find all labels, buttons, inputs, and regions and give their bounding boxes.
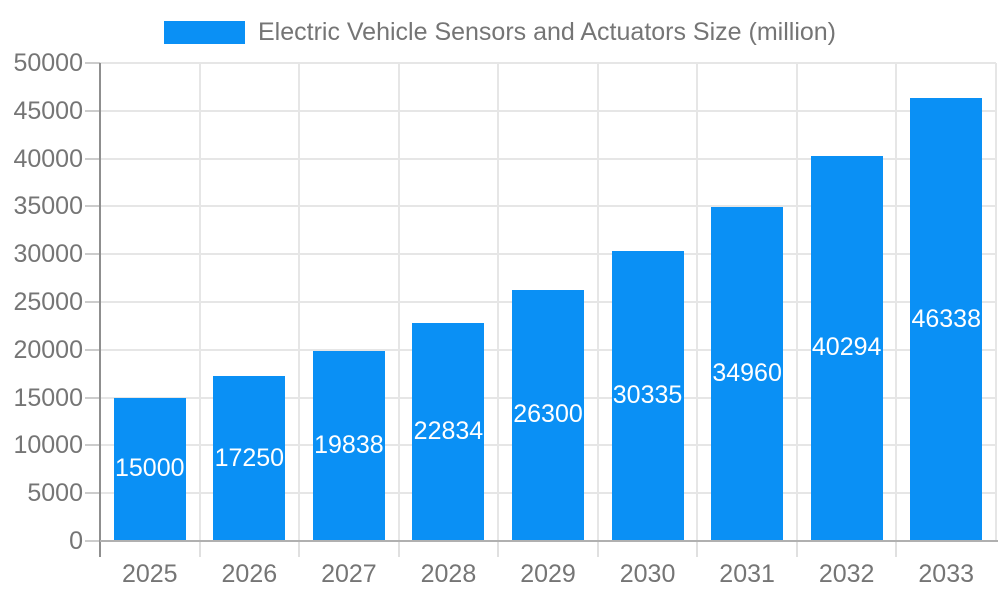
x-axis-separator <box>895 541 898 557</box>
y-axis-label: 50000 <box>13 49 83 77</box>
bar-2026[interactable] <box>213 376 286 541</box>
y-axis-label: 25000 <box>13 288 83 316</box>
y-axis-label: 40000 <box>13 144 83 173</box>
x-axis-label: 2026 <box>221 560 278 588</box>
x-gridline <box>497 63 500 541</box>
y-axis-label: 5000 <box>27 479 83 508</box>
x-axis-label: 2030 <box>619 560 676 588</box>
x-axis-separator <box>795 541 798 557</box>
x-gridline <box>995 63 997 541</box>
y-axis-label: 20000 <box>13 335 83 364</box>
y-axis-label: 35000 <box>13 192 83 221</box>
bar-value-label: 19838 <box>314 431 384 460</box>
x-axis-separator <box>596 541 599 557</box>
chart-legend: Electric Vehicle Sensors and Actuators S… <box>0 17 1000 47</box>
y-axis-label: 45000 <box>13 96 83 125</box>
y-axis-tick <box>85 540 100 542</box>
bar-2033[interactable] <box>910 98 983 541</box>
y-axis-tick <box>85 205 100 208</box>
y-axis-tick <box>85 62 100 64</box>
y-axis-tick <box>85 396 100 399</box>
y-axis-label: 15000 <box>13 383 83 412</box>
bar-2032[interactable] <box>810 155 883 541</box>
x-axis-separator <box>397 541 400 557</box>
y-axis-tick <box>85 301 100 303</box>
y-axis-tick <box>85 157 100 160</box>
x-gridline <box>198 63 201 541</box>
y-axis-tick <box>85 444 100 447</box>
bar-2028[interactable] <box>412 322 485 541</box>
x-axis-separator <box>696 541 699 557</box>
x-gridline <box>696 63 699 541</box>
bar-2030[interactable] <box>611 250 684 541</box>
y-axis-tick <box>85 109 100 112</box>
y-axis-line <box>99 63 101 557</box>
bar-value-label: 22834 <box>413 416 484 445</box>
x-gridline <box>397 63 400 541</box>
x-axis-label: 2031 <box>719 560 775 588</box>
y-axis-label: 10000 <box>13 431 83 460</box>
y-gridline <box>100 109 996 112</box>
x-axis-label: 2025 <box>121 560 178 588</box>
bar-value-label: 15000 <box>115 454 185 483</box>
bar-2029[interactable] <box>512 289 584 541</box>
y-gridline <box>100 253 996 256</box>
bar-value-label: 26300 <box>513 400 583 429</box>
x-axis-separator <box>198 541 201 557</box>
x-gridline <box>895 63 898 541</box>
bar-2025[interactable] <box>113 397 186 541</box>
y-axis-tick <box>85 348 100 351</box>
x-gridline <box>596 63 599 541</box>
x-axis-label: 2029 <box>520 560 576 588</box>
x-axis-label: 2033 <box>918 560 975 588</box>
y-axis-label: 30000 <box>13 240 83 269</box>
x-gridline <box>795 63 798 541</box>
bar-2027[interactable] <box>312 351 385 541</box>
y-axis-tick <box>85 253 100 256</box>
bar-value-label: 40294 <box>811 333 882 362</box>
y-axis-label: 0 <box>69 527 83 555</box>
legend-label: Electric Vehicle Sensors and Actuators S… <box>257 18 837 46</box>
x-axis-label: 2028 <box>420 560 477 588</box>
x-gridline <box>298 63 301 541</box>
bar-value-label: 30335 <box>612 380 683 409</box>
y-gridline <box>100 157 996 160</box>
x-axis-separator <box>298 541 301 557</box>
legend-swatch <box>163 20 245 44</box>
bar-value-label: 17250 <box>214 443 285 472</box>
x-axis-label: 2027 <box>321 560 377 588</box>
y-axis-tick <box>85 492 100 495</box>
x-axis-line <box>100 540 998 542</box>
y-gridline <box>100 62 996 64</box>
bar-value-label: 34960 <box>712 358 782 387</box>
bar-2031[interactable] <box>711 206 784 541</box>
y-gridline <box>100 205 996 208</box>
bar-value-label: 46338 <box>911 304 981 333</box>
x-axis-separator <box>497 541 500 557</box>
x-axis-label: 2032 <box>818 560 875 588</box>
